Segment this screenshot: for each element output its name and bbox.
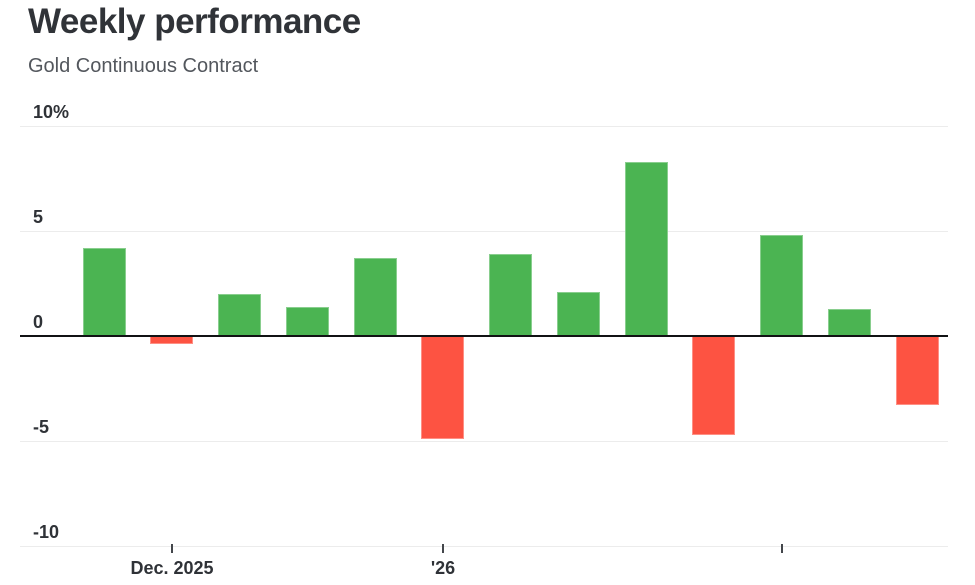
bar-positive: [760, 235, 803, 336]
bar-negative: [692, 336, 735, 435]
bar-positive: [354, 258, 397, 336]
bar-negative: [150, 336, 193, 344]
bar-positive: [557, 292, 600, 336]
x-axis-label: '26: [430, 558, 456, 578]
y-axis-label: 5: [33, 207, 44, 227]
zero-line: [20, 335, 948, 337]
chart-title: Weekly performance: [28, 2, 361, 41]
y-axis-label: 10%: [33, 102, 70, 122]
gridline: [20, 231, 948, 232]
bar-positive: [286, 307, 329, 336]
gridline: [20, 126, 948, 127]
y-axis-label: 0: [33, 312, 44, 332]
chart-subtitle: Gold Continuous Contract: [28, 55, 259, 77]
bar-negative: [896, 336, 939, 405]
x-axis-label: Dec. 2025: [130, 558, 214, 578]
bar-positive: [625, 162, 668, 336]
gridline: [20, 546, 948, 547]
gridline: [20, 441, 948, 442]
bar-negative: [421, 336, 464, 439]
bar-positive: [828, 309, 871, 336]
y-axis-label: -10: [33, 522, 60, 542]
x-axis-tick: [171, 544, 173, 553]
y-axis-label: -5: [33, 417, 50, 437]
bar-positive: [218, 294, 261, 336]
bar-positive: [489, 254, 532, 336]
x-axis-tick: [781, 544, 783, 553]
bar-positive: [83, 248, 126, 336]
x-axis-tick: [442, 544, 444, 553]
